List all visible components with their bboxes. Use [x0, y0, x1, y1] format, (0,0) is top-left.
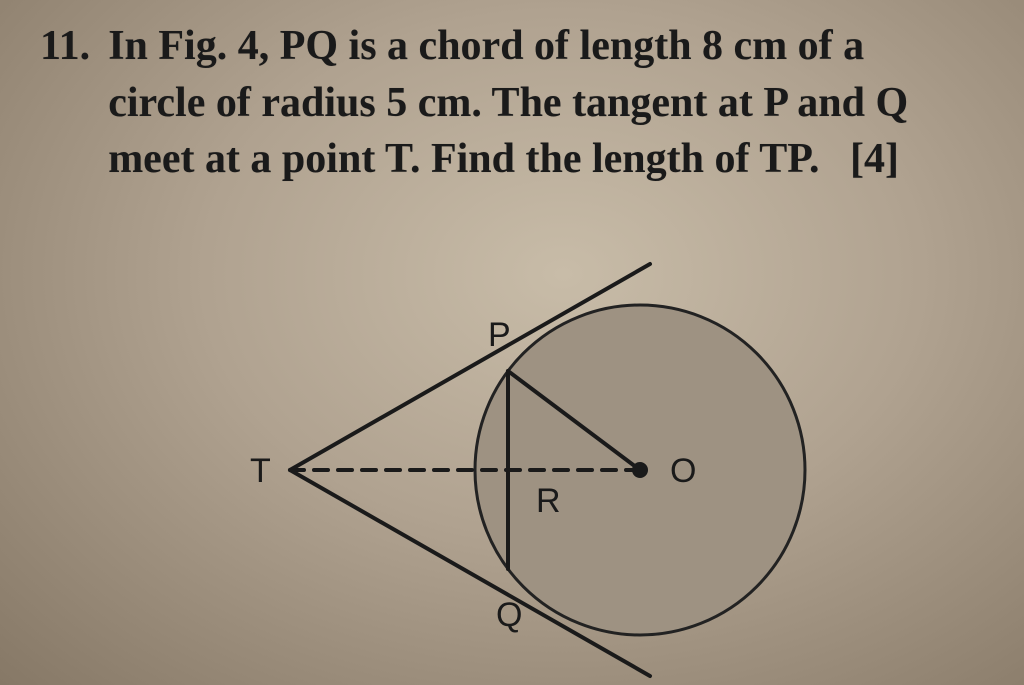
svg-text:P: P [488, 316, 511, 354]
page-root: 11. In Fig. 4, PQ is a chord of length 8… [0, 0, 1024, 685]
geometry-figure: P Q T O R [210, 220, 850, 680]
svg-text:O: O [670, 452, 696, 490]
svg-text:Q: Q [496, 596, 522, 634]
question-marks: [4] [850, 131, 899, 188]
question-line-1: In Fig. 4, PQ is a chord of length 8 cm … [108, 18, 984, 75]
geometry-svg: P Q T O R [210, 220, 850, 680]
svg-text:T: T [250, 452, 271, 490]
question-text: In Fig. 4, PQ is a chord of length 8 cm … [108, 18, 984, 188]
question-block: 11. In Fig. 4, PQ is a chord of length 8… [40, 18, 984, 188]
question-line-3: meet at a point T. Find the length of TP… [108, 131, 984, 188]
question-number: 11. [40, 18, 90, 188]
question-line-3-text: meet at a point T. Find the length of TP… [108, 136, 819, 182]
question-line-2: circle of radius 5 cm. The tangent at P … [108, 75, 984, 132]
svg-text:R: R [536, 482, 561, 520]
